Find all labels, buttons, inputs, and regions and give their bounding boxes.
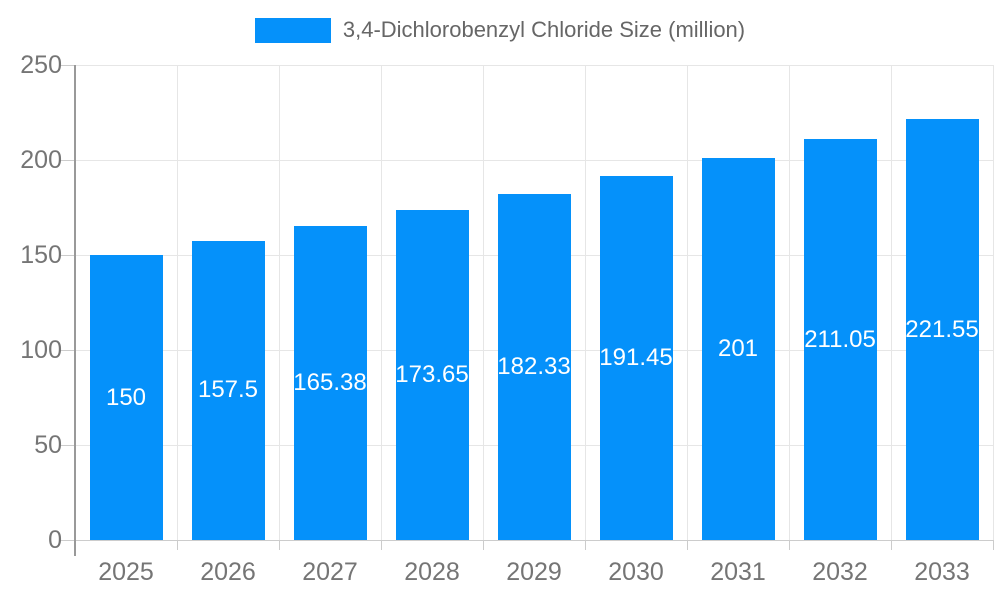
bar-value-label: 211.05 [804, 325, 876, 353]
bar[interactable] [599, 176, 673, 540]
bar-value-label: 157.5 [197, 376, 259, 404]
x-axis-label: 2031 [710, 558, 766, 586]
x-axis-label: 2026 [200, 558, 256, 586]
y-tick [60, 444, 75, 446]
legend-label[interactable]: 3,4-Dichlorobenzyl Chloride Size (millio… [342, 17, 746, 42]
bar-value-label: 165.38 [293, 368, 367, 396]
y-gridline [75, 64, 993, 66]
x-gridline [584, 65, 586, 540]
x-gridline [992, 65, 994, 540]
y-axis-label: 150 [20, 241, 62, 269]
bar-value-label: 191.45 [599, 344, 673, 372]
y-tick [60, 349, 75, 351]
y-tick [60, 159, 75, 161]
y-axis-line [74, 65, 76, 556]
chart-legend: 3,4-Dichlorobenzyl Chloride Size (millio… [0, 17, 1000, 43]
x-gridline [278, 65, 280, 540]
x-tick [890, 540, 892, 550]
x-gridline [380, 65, 382, 540]
y-tick [60, 64, 75, 66]
x-gridline [482, 65, 484, 540]
x-tick [584, 540, 586, 550]
x-axis-label: 2030 [608, 558, 664, 586]
y-axis-label: 100 [20, 336, 62, 364]
x-tick [788, 540, 790, 550]
legend-swatch [254, 17, 331, 43]
bar[interactable] [497, 193, 571, 540]
bar-value-label: 150 [105, 383, 147, 411]
bar[interactable] [89, 255, 163, 540]
x-tick [278, 540, 280, 550]
bar-value-label: 201 [717, 335, 759, 363]
y-tick [60, 539, 75, 541]
bar-value-label: 182.33 [497, 352, 571, 380]
x-tick [482, 540, 484, 550]
x-tick [686, 540, 688, 550]
x-axis-label: 2028 [404, 558, 460, 586]
x-tick [992, 540, 994, 550]
y-tick [60, 254, 75, 256]
y-axis-label: 0 [48, 526, 62, 554]
x-axis-label: 2025 [98, 558, 154, 586]
y-axis-label: 50 [34, 431, 62, 459]
x-gridline [176, 65, 178, 540]
x-tick [176, 540, 178, 550]
x-gridline [686, 65, 688, 540]
x-axis-label: 2033 [914, 558, 970, 586]
bar[interactable] [701, 158, 775, 540]
y-axis-label: 250 [20, 51, 62, 79]
y-gridline [75, 539, 993, 541]
bar-value-label: 173.65 [395, 361, 469, 389]
y-gridline [75, 159, 993, 161]
bar[interactable] [395, 210, 469, 540]
bar[interactable] [803, 139, 877, 540]
x-axis-label: 2029 [506, 558, 562, 586]
x-gridline [890, 65, 892, 540]
bar[interactable] [905, 119, 979, 540]
x-axis-label: 2032 [812, 558, 868, 586]
x-axis-label: 2027 [302, 558, 358, 586]
x-tick [380, 540, 382, 550]
bar[interactable] [191, 240, 265, 540]
y-axis-label: 200 [20, 146, 62, 174]
bar-value-label: 221.55 [905, 315, 979, 343]
x-gridline [788, 65, 790, 540]
bar[interactable] [293, 225, 367, 540]
